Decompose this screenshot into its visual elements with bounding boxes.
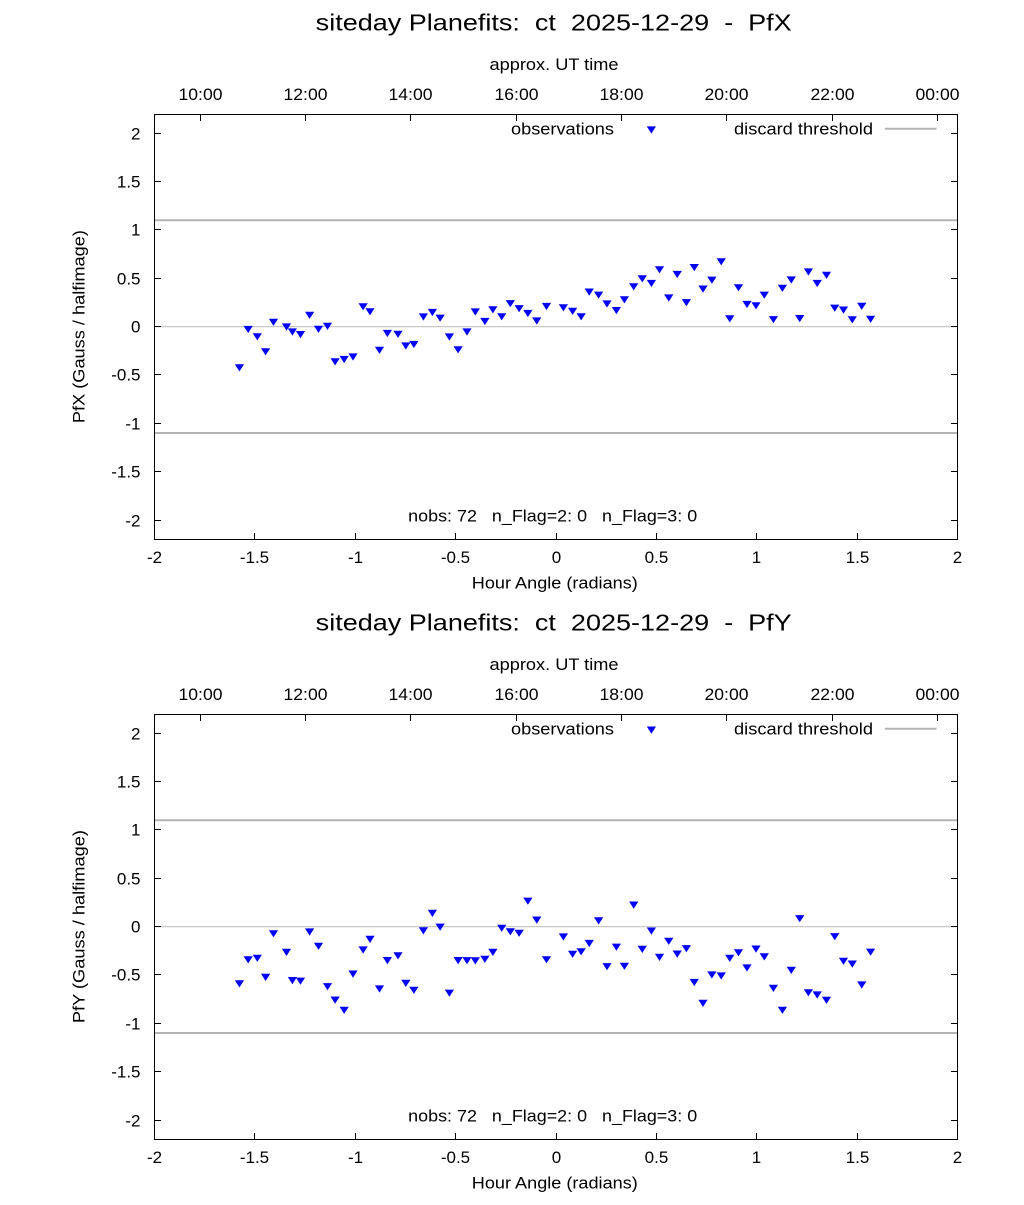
svg-text:1.5: 1.5: [846, 548, 870, 567]
svg-text:-0.5: -0.5: [441, 1148, 470, 1167]
svg-text:12:00: 12:00: [284, 85, 328, 104]
svg-text:10:00: 10:00: [179, 85, 223, 104]
svg-text:-2: -2: [125, 1112, 140, 1131]
svg-text:0.5: 0.5: [645, 548, 669, 567]
svg-text:0.5: 0.5: [117, 870, 141, 889]
svg-text:discard threshold: discard threshold: [734, 120, 873, 139]
svg-text:-1.5: -1.5: [240, 1148, 269, 1167]
svg-text:PfY (Gauss / halfimage): PfY (Gauss / halfimage): [70, 830, 89, 1023]
svg-text:18:00: 18:00: [600, 685, 644, 704]
svg-text:nobs: 72 n_Flag=2: 0 n_Fla: nobs: 72 n_Flag=2: 0 n_Flag=3: 0: [408, 1107, 697, 1126]
svg-text:1.5: 1.5: [117, 773, 141, 792]
svg-text:-2: -2: [147, 548, 162, 567]
svg-text:0: 0: [131, 918, 140, 937]
svg-text:16:00: 16:00: [495, 685, 539, 704]
svg-text:-1: -1: [348, 1148, 363, 1167]
svg-text:-0.5: -0.5: [441, 548, 470, 567]
svg-text:20:00: 20:00: [705, 85, 749, 104]
svg-text:-0.5: -0.5: [111, 366, 140, 385]
svg-text:2: 2: [953, 548, 962, 567]
svg-text:observations: observations: [511, 720, 614, 739]
svg-text:1: 1: [131, 821, 140, 840]
svg-text:siteday Planefits: ct 2025-1: siteday Planefits: ct 2025-12-29 - PfY: [316, 610, 792, 636]
svg-text:00:00: 00:00: [916, 685, 960, 704]
svg-text:14:00: 14:00: [389, 685, 433, 704]
svg-text:observations: observations: [511, 120, 614, 139]
svg-text:0.5: 0.5: [645, 1148, 669, 1167]
svg-text:nobs: 72 n_Flag=2: 0 n_Fla: nobs: 72 n_Flag=2: 0 n_Flag=3: 0: [408, 507, 697, 526]
svg-text:-2: -2: [147, 1148, 162, 1167]
svg-text:-0.5: -0.5: [111, 966, 140, 985]
svg-text:14:00: 14:00: [389, 85, 433, 104]
svg-text:0: 0: [552, 548, 561, 567]
svg-text:approx. UT time: approx. UT time: [490, 656, 619, 674]
svg-text:-2: -2: [125, 512, 140, 531]
svg-text:20:00: 20:00: [705, 685, 749, 704]
svg-text:1: 1: [752, 548, 761, 567]
svg-text:12:00: 12:00: [284, 685, 328, 704]
svg-text:10:00: 10:00: [179, 685, 223, 704]
svg-text:2: 2: [131, 725, 140, 744]
svg-text:22:00: 22:00: [811, 685, 855, 704]
svg-text:-1: -1: [125, 1015, 140, 1034]
svg-text:2: 2: [131, 125, 140, 144]
svg-text:0: 0: [552, 1148, 561, 1167]
svg-text:16:00: 16:00: [495, 85, 539, 104]
svg-text:Hour Angle (radians): Hour Angle (radians): [472, 1174, 638, 1193]
svg-text:discard threshold: discard threshold: [734, 720, 873, 739]
svg-text:-1.5: -1.5: [240, 548, 269, 567]
svg-text:1: 1: [752, 1148, 761, 1167]
svg-text:-1: -1: [348, 548, 363, 567]
svg-text:-1.5: -1.5: [111, 463, 140, 482]
svg-text:1: 1: [131, 221, 140, 240]
svg-text:0.5: 0.5: [117, 270, 141, 289]
svg-text:Hour Angle (radians): Hour Angle (radians): [472, 574, 638, 593]
svg-text:00:00: 00:00: [916, 85, 960, 104]
svg-text:18:00: 18:00: [600, 85, 644, 104]
svg-text:approx. UT time: approx. UT time: [490, 56, 619, 74]
svg-text:siteday Planefits: ct 2025-1: siteday Planefits: ct 2025-12-29 - PfX: [316, 10, 792, 36]
svg-text:0: 0: [131, 318, 140, 337]
svg-text:1.5: 1.5: [117, 173, 141, 192]
svg-text:22:00: 22:00: [811, 85, 855, 104]
svg-text:2: 2: [953, 1148, 962, 1167]
svg-text:1.5: 1.5: [846, 1148, 870, 1167]
svg-text:-1: -1: [125, 415, 140, 434]
svg-text:-1.5: -1.5: [111, 1063, 140, 1082]
svg-text:PfX (Gauss / halfimage): PfX (Gauss / halfimage): [70, 230, 89, 423]
